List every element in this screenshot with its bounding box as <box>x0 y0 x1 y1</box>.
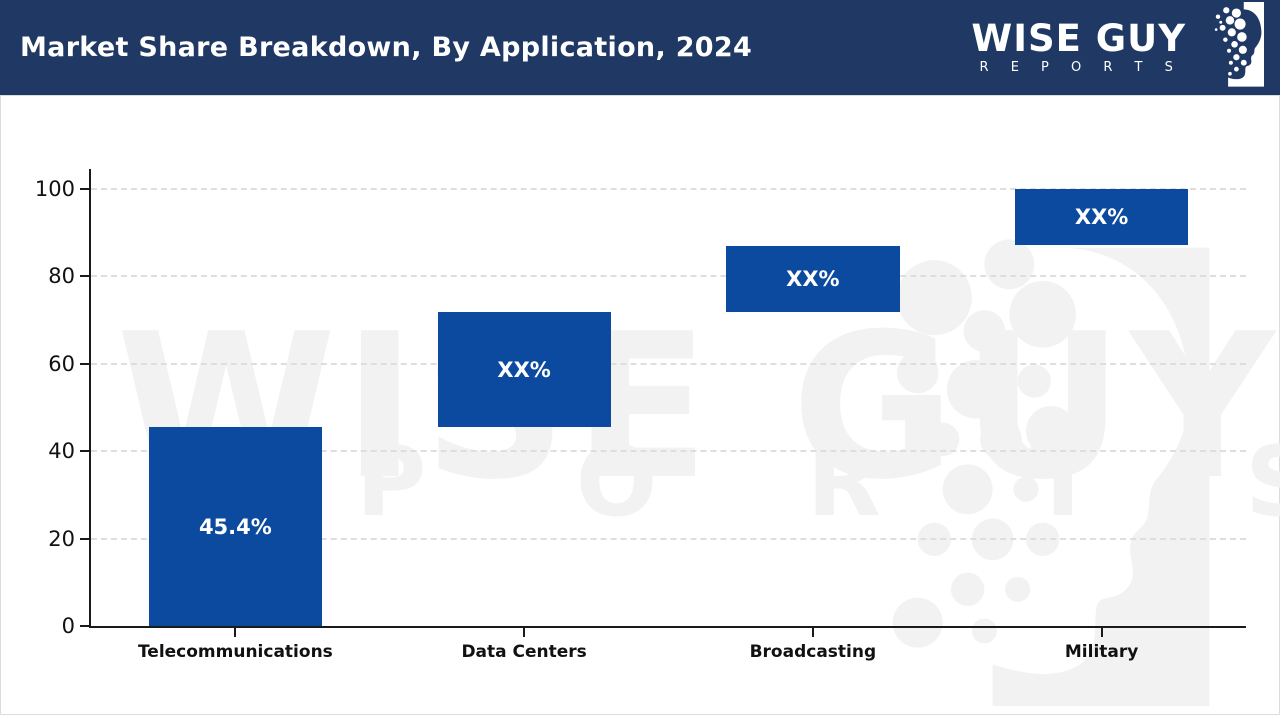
y-tick-mark-0 <box>80 625 89 627</box>
x-tick-label-broadcasting: Broadcasting <box>749 642 877 662</box>
y-tick-mark-20 <box>80 537 89 540</box>
gridline-y20 <box>91 537 1246 540</box>
bar-value-label: 45.4% <box>198 514 272 539</box>
bar-value-label: XX% <box>497 357 551 382</box>
watermark-text-2: P O R T S <box>356 426 1280 538</box>
gridline-y100 <box>91 187 1246 190</box>
gridline-y80 <box>91 275 1246 278</box>
bar-telecommunications: 45.4% <box>148 427 322 626</box>
y-tick-mark-40 <box>80 450 89 453</box>
bar-data-centers: XX% <box>437 312 611 428</box>
watermark-head-icon <box>892 239 1210 706</box>
y-tick-label-100: 100 <box>34 176 75 201</box>
bar-broadcasting: XX% <box>726 245 900 312</box>
page-title: Market Share Breakdown, By Application, … <box>20 32 753 63</box>
chart-panel: WISE GUY P O R T S 45.4% XX% XX <box>0 95 1280 715</box>
brand-name: WISE GUY <box>971 17 1186 60</box>
x-tick-mark-4 <box>1100 628 1103 637</box>
y-tick-label-80: 80 <box>48 264 75 289</box>
x-tick-mark-3 <box>811 628 814 637</box>
head-profile-icon <box>1214 1 1264 87</box>
bar-value-label: XX% <box>786 266 840 291</box>
bar-military: XX% <box>1015 188 1189 245</box>
gridline-y40 <box>91 450 1246 453</box>
x-tick-label-telecommunications: Telecommunications <box>137 642 333 662</box>
x-tick-label-military: Military <box>1064 642 1139 662</box>
y-tick-label-60: 60 <box>48 351 75 376</box>
plot-area: 45.4% XX% XX% XX% 0 20 40 60 80 100 Telecommunica… <box>35 169 1246 662</box>
y-tick-mark-80 <box>80 275 89 278</box>
y-tick-label-0: 0 <box>61 614 75 638</box>
gridline-y60 <box>91 362 1246 365</box>
y-tick-mark-60 <box>80 362 89 365</box>
brand-logo: WISE GUY R E P O R T S <box>971 1 1264 94</box>
x-tick-mark-1 <box>234 628 237 637</box>
y-tick-mark-100 <box>80 187 89 190</box>
header-banner: Market Share Breakdown, By Application, … <box>0 0 1280 95</box>
bar-value-label: XX% <box>1074 204 1129 229</box>
x-tick-mark-2 <box>523 628 526 637</box>
y-tick-label-40: 40 <box>48 439 75 464</box>
brand-logo-text: WISE GUY R E P O R T S <box>971 20 1186 75</box>
brand-subname: R E P O R T S <box>979 60 1182 75</box>
x-tick-label-data-centers: Data Centers <box>461 642 587 662</box>
y-tick-label-20: 20 <box>48 526 75 551</box>
